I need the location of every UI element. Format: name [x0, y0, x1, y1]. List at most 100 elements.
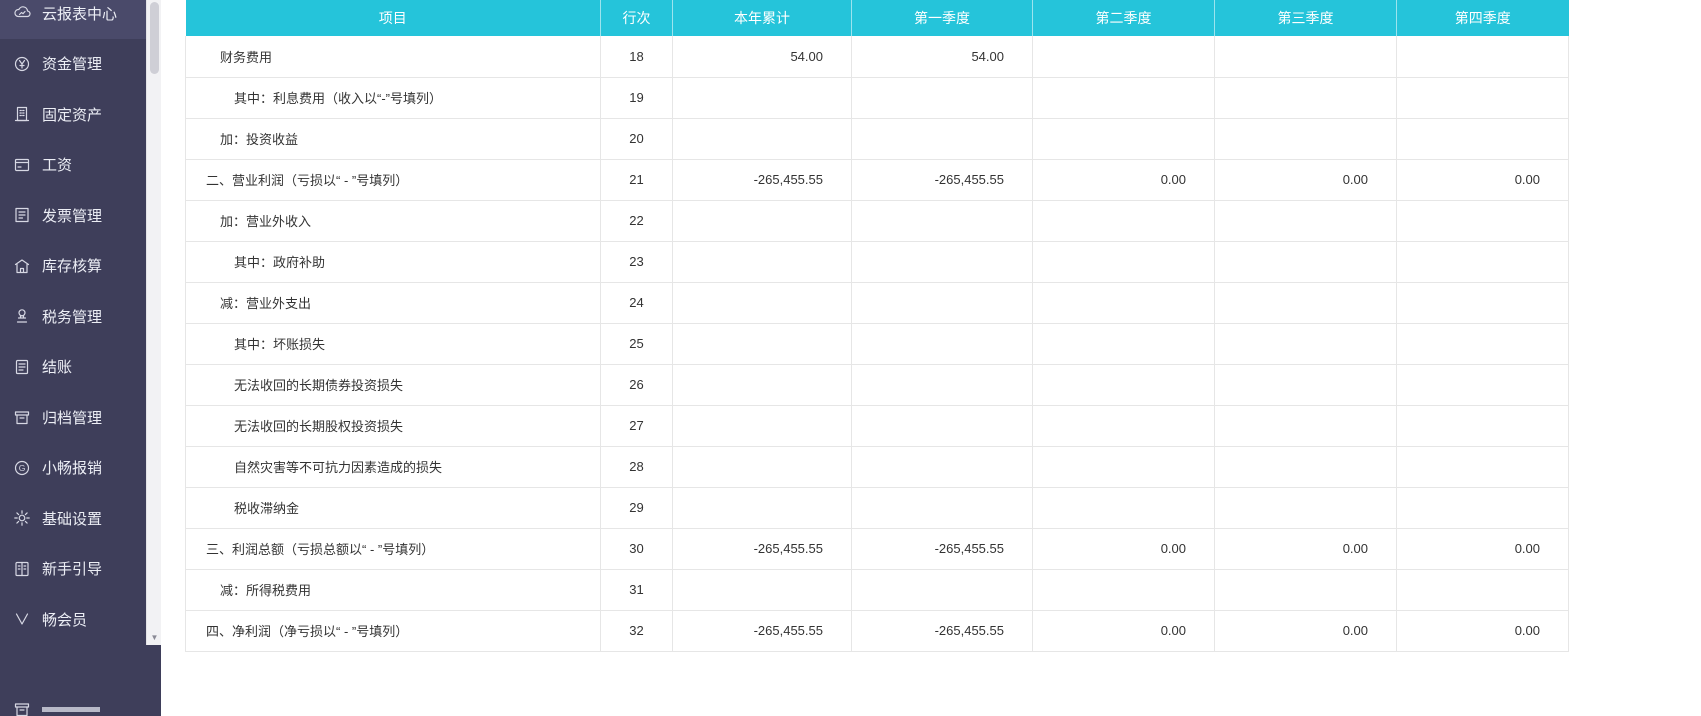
table-row[interactable]: 无法收回的长期债券投资损失 26 — [185, 364, 1569, 406]
cell-ytd — [672, 364, 852, 406]
sidebar-item-partial[interactable] — [13, 700, 100, 716]
inventory-icon — [13, 257, 31, 275]
cell-q1 — [851, 118, 1033, 160]
table-row[interactable]: 税收滞纳金 29 — [185, 487, 1569, 529]
cell-q4 — [1396, 118, 1569, 160]
sidebar-item-label: 结账 — [42, 359, 73, 377]
cell-q4 — [1396, 364, 1569, 406]
cell-q3: 0.00 — [1214, 159, 1397, 201]
cell-q2: 0.00 — [1032, 610, 1215, 652]
cell-item: 无法收回的长期债券投资损失 — [185, 364, 601, 406]
settings-icon — [13, 509, 31, 527]
cell-q3 — [1214, 323, 1397, 365]
cell-q1: -265,455.55 — [851, 610, 1033, 652]
sidebar-item-funds[interactable]: 资金管理 — [0, 39, 146, 90]
sidebar-item-guide[interactable]: 新手引导 — [0, 544, 146, 595]
sidebar-item-settings[interactable]: 基础设置 — [0, 493, 146, 544]
cell-q4 — [1396, 241, 1569, 283]
sidebar-item-closing[interactable]: 结账 — [0, 342, 146, 393]
table-row[interactable]: 其中：坏账损失 25 — [185, 323, 1569, 365]
col-header-5: 第三季度 — [1214, 0, 1397, 36]
sidebar-item-label: 小畅报销 — [42, 460, 103, 478]
cell-q2 — [1032, 323, 1215, 365]
table-row[interactable]: 自然灾害等不可抗力因素造成的损失 28 — [185, 446, 1569, 488]
sidebar-item-label: 发票管理 — [42, 207, 103, 225]
cell-q2 — [1032, 77, 1215, 119]
archive-icon — [13, 408, 31, 426]
scroll-down-button[interactable]: ▼ — [150, 632, 159, 642]
sidebar-item-label: 库存核算 — [42, 258, 103, 276]
cell-line: 32 — [600, 610, 673, 652]
cell-item: 减：所得税费用 — [185, 569, 601, 611]
sidebar-item-archive[interactable]: 归档管理 — [0, 392, 146, 443]
table-row[interactable]: 四、净利润（净亏损以“ - ”号填列） 32 -265,455.55 -265,455… — [185, 610, 1569, 652]
cell-q1 — [851, 323, 1033, 365]
sidebar-item-invoice[interactable]: 发票管理 — [0, 190, 146, 241]
sidebar-item-cloud-report[interactable]: 云报表中心 — [0, 0, 146, 39]
cell-q3 — [1214, 364, 1397, 406]
table-row[interactable]: 加：投资收益 20 — [185, 118, 1569, 160]
sidebar-item-fixed-assets[interactable]: 固定资产 — [0, 89, 146, 140]
sidebar-item-label: 云报表中心 — [42, 5, 118, 23]
cell-q2 — [1032, 282, 1215, 324]
cell-q1 — [851, 282, 1033, 324]
fixed-assets-icon — [13, 105, 31, 123]
sidebar-item-label: 税务管理 — [42, 308, 103, 326]
sidebar-item-member[interactable]: 畅会员 — [0, 594, 146, 645]
cell-ytd: -265,455.55 — [672, 610, 852, 652]
table-row[interactable]: 其中：政府补助 23 — [185, 241, 1569, 283]
cell-q4: 0.00 — [1396, 528, 1569, 570]
cell-line: 20 — [600, 118, 673, 160]
cell-q4 — [1396, 200, 1569, 242]
cell-q1: 54.00 — [851, 36, 1033, 78]
cell-q2: 0.00 — [1032, 159, 1215, 201]
table-row[interactable]: 其中：利息费用（收入以“-”号填列） 19 — [185, 77, 1569, 119]
cell-q2 — [1032, 241, 1215, 283]
cell-q2 — [1032, 487, 1215, 529]
cell-q4 — [1396, 282, 1569, 324]
cell-q3 — [1214, 200, 1397, 242]
table-row[interactable]: 财务费用 18 54.00 54.00 — [185, 36, 1569, 78]
table-row[interactable]: 二、营业利润（亏损以“ - ”号填列） 21 -265,455.55 -265,455… — [185, 159, 1569, 201]
report-area: 项目 行次 本年累计 第一季度 第二季度 第三季度 第四季度 财务费用 18 54.00 54.0… — [161, 0, 1701, 716]
cell-item: 三、利润总额（亏损总额以“ - ”号填列） — [185, 528, 601, 570]
cell-q4 — [1396, 569, 1569, 611]
cell-item: 其中：利息费用（收入以“-”号填列） — [185, 77, 601, 119]
svg-text:G: G — [19, 463, 26, 473]
col-header-0: 项目 — [185, 0, 601, 36]
cell-q1: -265,455.55 — [851, 159, 1033, 201]
table-row[interactable]: 无法收回的长期股权投资损失 27 — [185, 405, 1569, 447]
cell-item: 加：投资收益 — [185, 118, 601, 160]
salary-icon — [13, 156, 31, 174]
cell-item: 财务费用 — [185, 36, 601, 78]
cell-q3 — [1214, 77, 1397, 119]
reimburse-icon: G — [13, 459, 31, 477]
cell-ytd — [672, 77, 852, 119]
cell-q2: 0.00 — [1032, 528, 1215, 570]
cell-item: 自然灾害等不可抗力因素造成的损失 — [185, 446, 601, 488]
sidebar-item-reimburse[interactable]: G 小畅报销 — [0, 443, 146, 494]
cell-q1 — [851, 77, 1033, 119]
table-row[interactable]: 加：营业外收入 22 — [185, 200, 1569, 242]
table-row[interactable]: 三、利润总额（亏损总额以“ - ”号填列） 30 -265,455.55 -265,4… — [185, 528, 1569, 570]
cell-q4 — [1396, 77, 1569, 119]
sidebar-item-tax[interactable]: 税务管理 — [0, 291, 146, 342]
cell-q1 — [851, 487, 1033, 529]
cell-line: 25 — [600, 323, 673, 365]
table-row[interactable]: 减：所得税费用 31 — [185, 569, 1569, 611]
sidebar: 云报表中心 资金管理 固定资产 工资 发票管理 库存核算 税务管理 结账 归档管… — [0, 0, 161, 716]
cell-q2 — [1032, 200, 1215, 242]
scrollbar-thumb[interactable] — [150, 2, 159, 74]
sidebar-item-inventory[interactable]: 库存核算 — [0, 241, 146, 292]
sidebar-item-salary[interactable]: 工资 — [0, 140, 146, 191]
funds-icon — [13, 55, 31, 73]
cell-q1 — [851, 241, 1033, 283]
sidebar-item-label: 工资 — [42, 157, 73, 175]
cell-q1 — [851, 569, 1033, 611]
col-header-6: 第四季度 — [1396, 0, 1569, 36]
sidebar-scrollbar[interactable]: ▼ — [146, 0, 161, 645]
cell-line: 23 — [600, 241, 673, 283]
cell-q3 — [1214, 405, 1397, 447]
table-row[interactable]: 减：营业外支出 24 — [185, 282, 1569, 324]
